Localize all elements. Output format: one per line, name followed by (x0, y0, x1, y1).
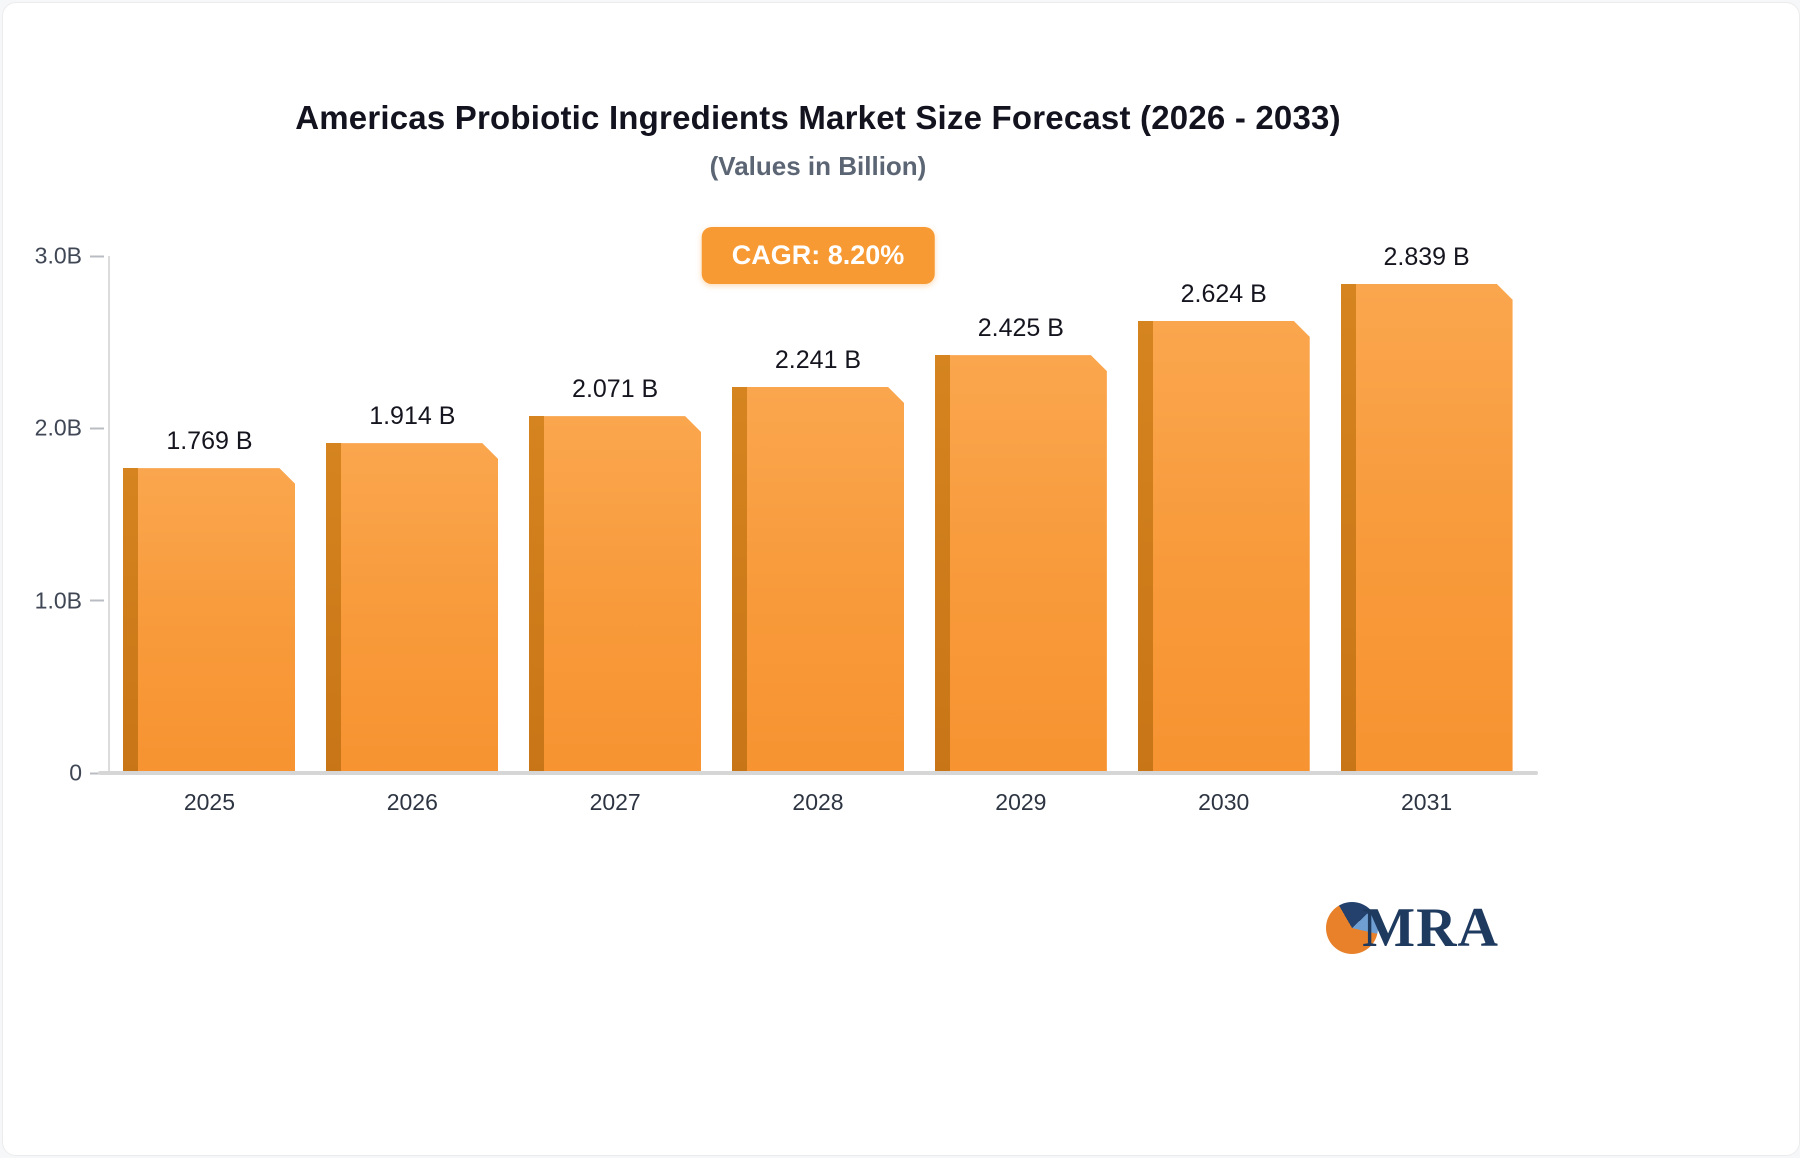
x-axis-label-2030: 2030 (1198, 789, 1250, 815)
bar-column-2026: 1.914 B (311, 256, 514, 773)
bar-face (732, 387, 904, 773)
y-tick-mark (90, 772, 104, 774)
bar-side-shade (326, 443, 342, 773)
bar-column-2027: 2.071 B (514, 256, 717, 773)
y-tick-label: 1.0B (34, 587, 82, 614)
bar-2025: 1.769 B (123, 427, 295, 773)
x-axis-labels: 2025 2026 2027 2028 2029 2030 2031 (108, 789, 1528, 816)
bar-2031: 2.839 B (1340, 243, 1513, 773)
bars-container: 1.769 B 1.914 B 2.071 B 2.241 B 2.425 B 2.624… (108, 243, 1528, 773)
bar-face (935, 355, 1107, 773)
x-axis-label-2027: 2027 (589, 789, 641, 815)
bar-2027: 2.071 B (529, 375, 701, 773)
bar-value-label: 2.839 B (1383, 242, 1470, 271)
y-tick-1.0B: 1.0B (35, 587, 104, 614)
brand-logo-text: MRA (1362, 897, 1499, 959)
x-axis-label-2031: 2031 (1401, 789, 1453, 815)
plot-area: 1.769 B 1.914 B 2.071 B 2.241 B 2.425 B 2.624… (98, 243, 1538, 775)
bar-side-shade (123, 468, 139, 773)
y-tick-2.0B: 2.0B (35, 415, 104, 442)
bar-2028: 2.241 B (732, 346, 904, 773)
bar-2026: 1.914 B (326, 402, 498, 773)
bar-face (529, 416, 701, 773)
cagr-badge: CAGR: 8.20% (701, 227, 935, 284)
bar-side-shade (1340, 283, 1356, 773)
x-axis-label-2028: 2028 (792, 789, 844, 815)
bar-2030: 2.624 B (1137, 280, 1310, 773)
x-axis-label-2026: 2026 (386, 789, 438, 815)
y-tick-label: 2.0B (34, 414, 82, 441)
bar-value-label: 1.914 B (369, 402, 456, 431)
y-axis-line (108, 256, 110, 773)
bar-value-label: 2.241 B (774, 345, 862, 374)
y-tick-mark (90, 255, 104, 257)
y-tick-mark (90, 427, 104, 430)
bar-value-label: 1.769 B (166, 427, 253, 456)
y-tick-label: 0 (69, 759, 82, 786)
bar-column-2031: 2.839 B (1325, 243, 1528, 773)
bar-column-2030: 2.624 B (1122, 256, 1325, 773)
y-tick-mark (90, 599, 104, 602)
bar-face (326, 443, 498, 773)
y-tick-0: 0 (69, 760, 104, 787)
x-axis-baseline (98, 771, 1538, 775)
bar-side-shade (1137, 320, 1153, 773)
bar-value-label: 2.624 B (1180, 279, 1267, 308)
bar-side-shade (732, 386, 747, 773)
bar-value-label: 2.071 B (572, 375, 659, 404)
bar-face (1341, 284, 1513, 773)
bar-side-shade (529, 416, 545, 773)
bar-face (1138, 321, 1310, 773)
brand-pie-icon (1326, 902, 1379, 954)
bar-face (123, 468, 295, 773)
page-subtitle: (Values in Billion) (709, 151, 927, 181)
bar-2029: 2.425 B (934, 314, 1107, 773)
bar-value-label: 2.425 B (977, 314, 1064, 343)
x-axis-label-2025: 2025 (183, 789, 236, 815)
bar-column-2025: 1.769 B (108, 256, 311, 773)
y-tick-3.0B: 3.0B (35, 243, 104, 270)
brand-logo: MRA (1326, 896, 1499, 960)
bar-column-2029: 2.425 B (919, 256, 1122, 773)
y-tick-label: 3.0B (34, 242, 82, 269)
page-title: Americas Probiotic Ingredients Market Si… (295, 99, 1341, 136)
x-axis-label-2029: 2029 (995, 789, 1047, 815)
bar-column-2028: 2.241 B (717, 256, 920, 773)
bar-side-shade (934, 355, 950, 773)
